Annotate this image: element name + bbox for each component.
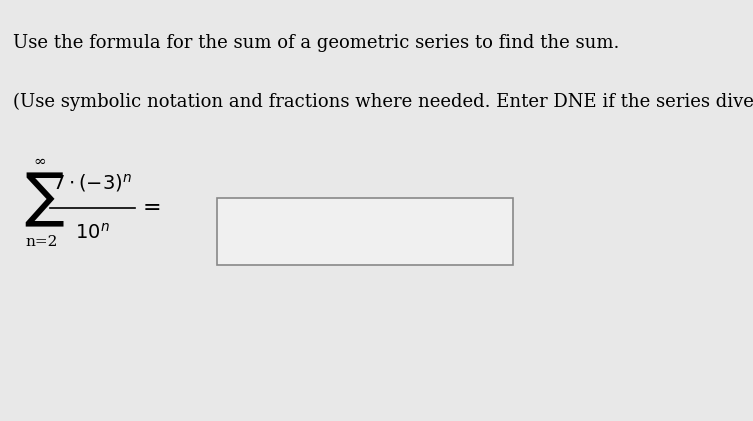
FancyBboxPatch shape bbox=[217, 198, 513, 265]
Text: Use the formula for the sum of a geometric series to find the sum.: Use the formula for the sum of a geometr… bbox=[14, 34, 620, 52]
Text: (Use symbolic notation and fractions where needed. Enter DNE if the series diver: (Use symbolic notation and fractions whe… bbox=[14, 93, 753, 111]
Text: n=2: n=2 bbox=[26, 235, 58, 249]
Text: ∞: ∞ bbox=[33, 155, 46, 169]
Text: $7 \cdot (-3)^{n}$: $7 \cdot (-3)^{n}$ bbox=[53, 172, 133, 194]
Text: =: = bbox=[142, 197, 161, 219]
Text: $10^{n}$: $10^{n}$ bbox=[75, 223, 110, 243]
Text: $\sum$: $\sum$ bbox=[24, 171, 64, 229]
